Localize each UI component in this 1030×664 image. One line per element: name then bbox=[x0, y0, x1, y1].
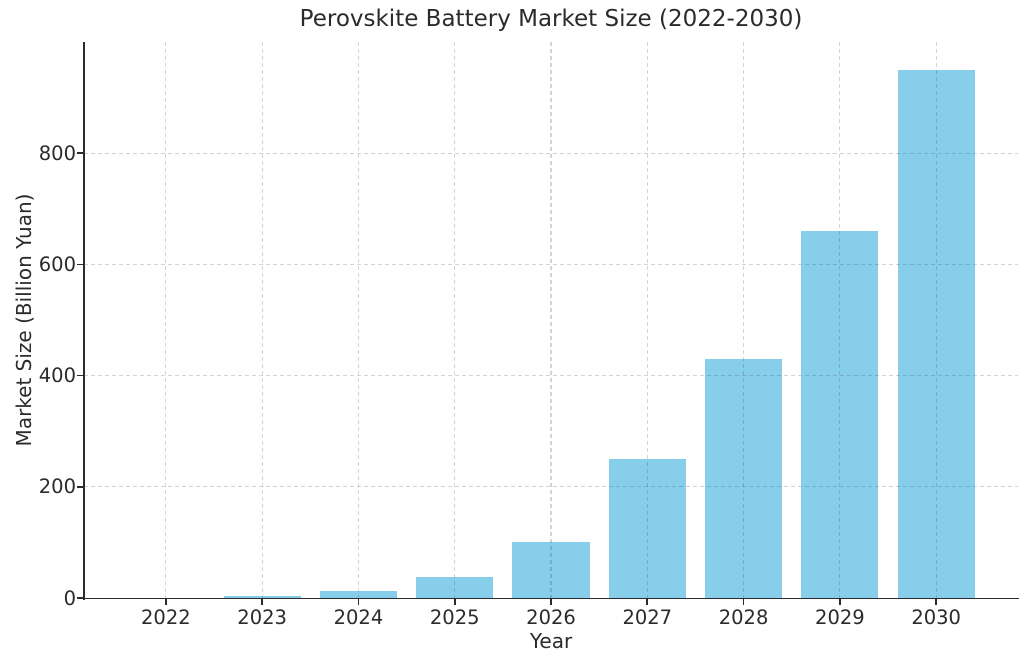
y-tick-label-0: 0 bbox=[63, 586, 76, 610]
x-tick-mark-2024 bbox=[357, 599, 360, 605]
chart-title: Perovskite Battery Market Size (2022-203… bbox=[299, 6, 803, 32]
x-axis-label: Year bbox=[529, 629, 573, 653]
y-tick-label-200: 200 bbox=[38, 475, 76, 499]
x-tick-mark-2028 bbox=[742, 599, 745, 605]
x-tick-mark-2030 bbox=[935, 599, 938, 605]
x-tick-label-2026: 2026 bbox=[526, 606, 576, 629]
plot-area bbox=[84, 42, 1018, 598]
bars-layer bbox=[84, 42, 1018, 598]
y-axis-label-text: Market Size (Billion Yuan) bbox=[12, 193, 36, 447]
x-tick-label-2030: 2030 bbox=[911, 606, 961, 629]
bar-2029 bbox=[801, 231, 879, 598]
x-tick-mark-2022 bbox=[164, 599, 167, 605]
bar-2030 bbox=[897, 69, 975, 598]
x-tick-mark-2029 bbox=[838, 599, 841, 605]
y-tick-label-800: 800 bbox=[38, 141, 76, 165]
x-tick-label-2024: 2024 bbox=[333, 606, 384, 629]
y-tick-mark-0 bbox=[77, 597, 83, 599]
y-tick-mark-600 bbox=[77, 263, 83, 266]
x-tick-label-2029: 2029 bbox=[815, 606, 865, 629]
y-tick-mark-400 bbox=[77, 374, 83, 377]
y-tick-label-400: 400 bbox=[38, 364, 76, 388]
bar-2025 bbox=[416, 576, 494, 598]
y-tick-mark-800 bbox=[77, 152, 83, 155]
y-tick-label-600: 600 bbox=[38, 252, 76, 276]
bar-2026 bbox=[512, 542, 590, 598]
bar-2028 bbox=[705, 358, 783, 598]
x-tick-mark-2023 bbox=[261, 599, 264, 605]
bar-2023 bbox=[223, 595, 301, 598]
x-tick-label-2022: 2022 bbox=[141, 606, 191, 629]
bar-2024 bbox=[319, 591, 397, 598]
x-tick-mark-2025 bbox=[453, 599, 456, 605]
x-tick-label-2027: 2027 bbox=[622, 606, 673, 629]
x-tick-label-2023: 2023 bbox=[237, 606, 287, 629]
x-axis-line bbox=[83, 597, 1019, 600]
bar-2027 bbox=[608, 459, 686, 598]
x-tick-mark-2027 bbox=[646, 599, 649, 605]
x-tick-label-2025: 2025 bbox=[429, 606, 480, 629]
x-tick-mark-2026 bbox=[550, 599, 552, 605]
y-axis-line bbox=[83, 42, 85, 600]
x-tick-label-2028: 2028 bbox=[718, 606, 769, 629]
y-tick-mark-200 bbox=[77, 485, 83, 488]
